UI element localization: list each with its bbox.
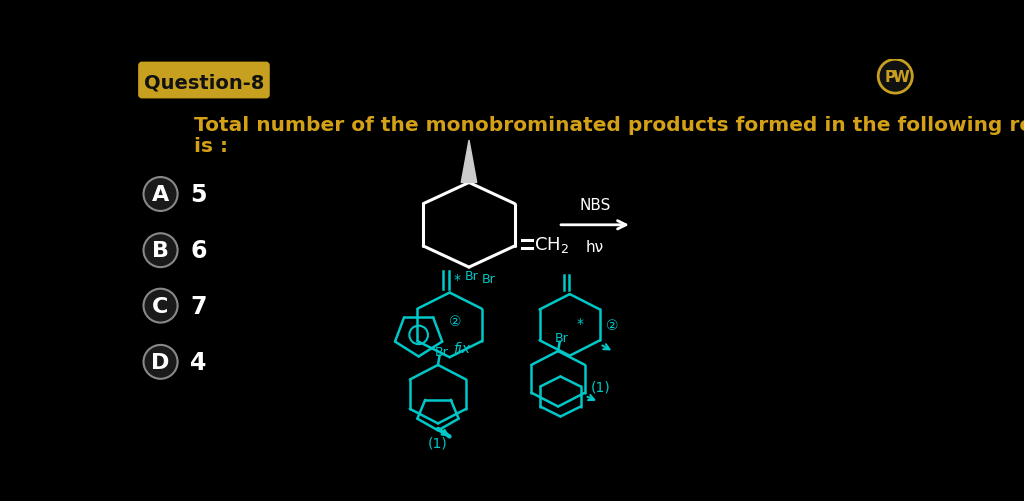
Text: Br: Br xyxy=(555,331,569,344)
Text: (1): (1) xyxy=(591,380,610,394)
Text: is :: is : xyxy=(194,137,228,156)
Text: Br: Br xyxy=(435,345,449,358)
Text: C: C xyxy=(153,296,169,316)
Text: $\mathregular{CH_2}$: $\mathregular{CH_2}$ xyxy=(534,235,569,255)
Text: D: D xyxy=(152,352,170,372)
Text: W: W xyxy=(892,70,909,85)
Text: (1): (1) xyxy=(428,436,447,450)
Text: NBS: NBS xyxy=(580,198,610,213)
Circle shape xyxy=(879,60,912,94)
Text: ②: ② xyxy=(606,318,618,332)
Text: fix: fix xyxy=(453,341,470,355)
Circle shape xyxy=(143,234,177,268)
Text: 6: 6 xyxy=(190,238,207,263)
Circle shape xyxy=(143,178,177,211)
Circle shape xyxy=(143,345,177,379)
Text: Total number of the monobrominated products formed in the following reaction: Total number of the monobrominated produ… xyxy=(194,116,1024,135)
Text: 5: 5 xyxy=(190,183,207,206)
Text: 7: 7 xyxy=(190,294,207,318)
Text: *: * xyxy=(454,272,461,286)
Text: 4: 4 xyxy=(190,350,207,374)
Circle shape xyxy=(143,289,177,323)
Text: Br: Br xyxy=(465,270,478,283)
Text: P: P xyxy=(885,70,896,85)
FancyBboxPatch shape xyxy=(139,63,269,99)
Text: B: B xyxy=(152,240,169,261)
Text: ②: ② xyxy=(449,315,461,328)
Text: *: * xyxy=(577,317,584,331)
Polygon shape xyxy=(461,141,477,183)
Text: Question-8: Question-8 xyxy=(143,74,264,93)
Text: A: A xyxy=(152,185,169,204)
Text: Br: Br xyxy=(481,273,496,286)
Text: hν: hν xyxy=(586,239,604,254)
